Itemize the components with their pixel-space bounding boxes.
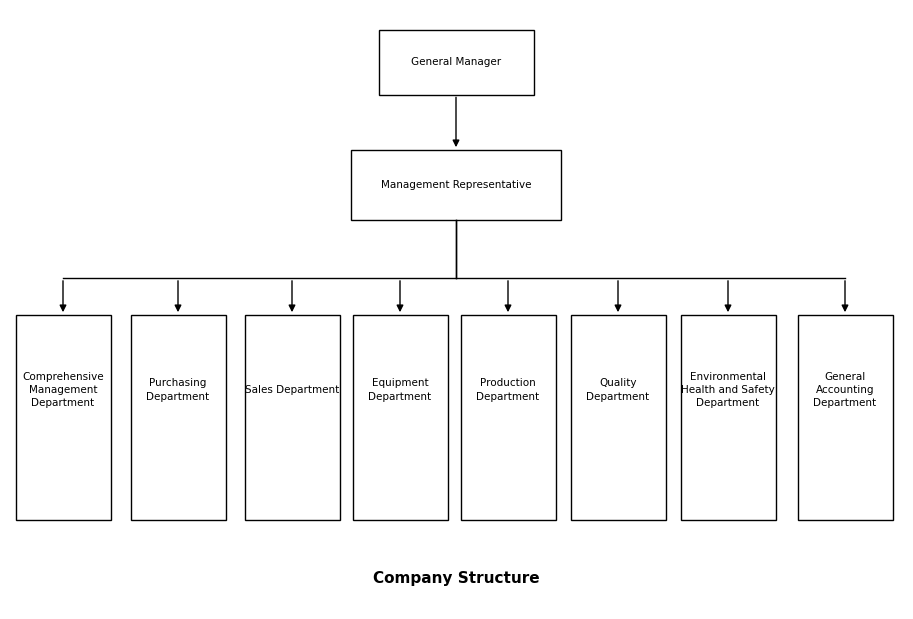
Text: General Manager: General Manager	[411, 57, 501, 67]
Text: General
Accounting
Department: General Accounting Department	[813, 372, 876, 408]
Text: Production
Department: Production Department	[477, 378, 540, 402]
Bar	[16, 315, 110, 520]
Text: Purchasing
Department: Purchasing Department	[146, 378, 210, 402]
Bar	[379, 30, 533, 95]
Text: Management Representative: Management Representative	[381, 180, 531, 190]
Bar	[131, 315, 226, 520]
Text: Company Structure: Company Structure	[373, 571, 540, 586]
Text: Environmental
Health and Safety
Department: Environmental Health and Safety Departme…	[681, 372, 775, 408]
Text: Quality
Department: Quality Department	[586, 378, 649, 402]
Bar	[351, 150, 561, 220]
Bar	[245, 315, 340, 520]
Bar	[460, 315, 555, 520]
Text: Equipment
Department: Equipment Department	[369, 378, 432, 402]
Bar	[571, 315, 666, 520]
Text: Sales Department: Sales Department	[245, 385, 339, 395]
Bar	[680, 315, 775, 520]
Bar	[797, 315, 893, 520]
Bar	[352, 315, 447, 520]
Text: Comprehensive
Management
Department: Comprehensive Management Department	[22, 372, 104, 408]
